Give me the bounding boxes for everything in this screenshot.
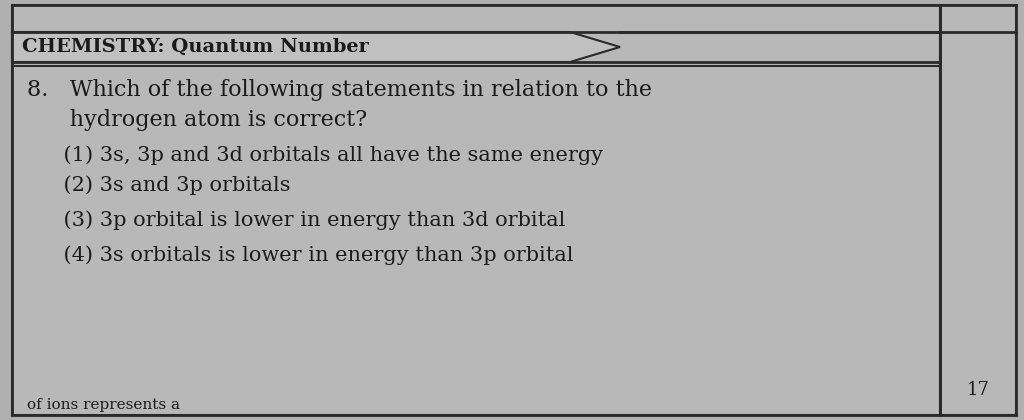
Text: (3) 3p orbital is lower in energy than 3d orbital: (3) 3p orbital is lower in energy than 3… bbox=[37, 210, 565, 230]
Text: 8.   Which of the following statements in relation to the: 8. Which of the following statements in … bbox=[27, 79, 652, 101]
Text: 17: 17 bbox=[967, 381, 989, 399]
Bar bbox=[940, 5, 1016, 415]
Text: of ions represents a: of ions represents a bbox=[27, 398, 180, 412]
Text: (1) 3s, 3p and 3d orbitals all have the same energy: (1) 3s, 3p and 3d orbitals all have the … bbox=[37, 145, 603, 165]
Polygon shape bbox=[12, 32, 620, 62]
Text: (2) 3s and 3p orbitals: (2) 3s and 3p orbitals bbox=[37, 175, 291, 195]
Text: hydrogen atom is correct?: hydrogen atom is correct? bbox=[27, 109, 368, 131]
Text: CHEMISTRY: Quantum Number: CHEMISTRY: Quantum Number bbox=[22, 38, 369, 56]
Bar bbox=[12, 32, 570, 62]
Text: (4) 3s orbitals is lower in energy than 3p orbital: (4) 3s orbitals is lower in energy than … bbox=[37, 245, 573, 265]
